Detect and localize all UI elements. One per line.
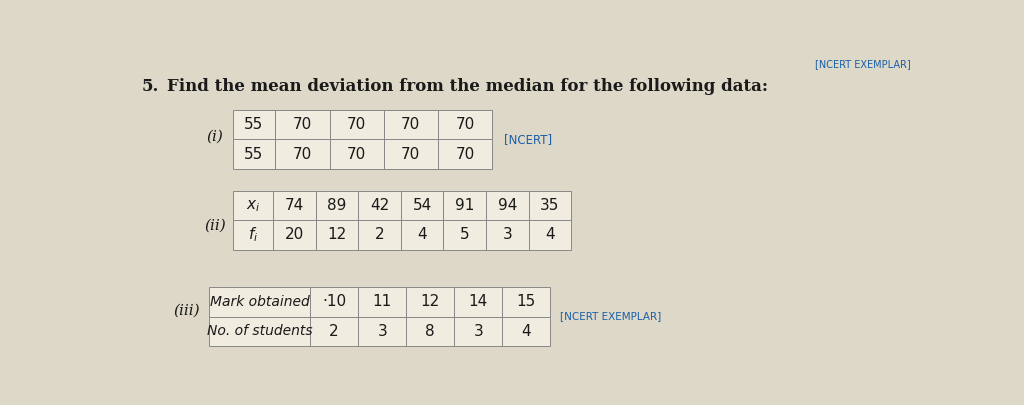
Bar [358,287,407,317]
Text: 14: 14 [469,294,487,309]
Text: 70: 70 [293,117,312,132]
Bar [209,317,310,346]
Text: 70: 70 [456,147,475,162]
Bar [310,287,358,317]
Bar [400,220,443,249]
Bar [273,220,315,249]
Bar [384,110,438,139]
Bar [528,220,571,249]
Text: 89: 89 [328,198,346,213]
Text: 4: 4 [545,228,555,243]
Text: 94: 94 [498,198,517,213]
Bar [486,220,528,249]
Text: 70: 70 [401,117,421,132]
Text: 70: 70 [401,147,421,162]
Text: [NCERT EXEMPLAR]: [NCERT EXEMPLAR] [815,60,910,69]
Text: 5: 5 [460,228,470,243]
Bar [438,110,493,139]
Text: 11: 11 [373,294,392,309]
Bar [384,139,438,169]
Text: 3: 3 [473,324,483,339]
Bar [232,139,275,169]
Bar [407,317,455,346]
Bar [443,191,486,220]
Bar [503,287,550,317]
Bar [455,287,503,317]
Text: (iii): (iii) [173,303,200,318]
Text: 8: 8 [425,324,435,339]
Text: [NCERT EXEMPLAR]: [NCERT EXEMPLAR] [560,311,660,322]
Bar [407,287,455,317]
Text: 2: 2 [375,228,384,243]
Bar [330,110,384,139]
Text: 70: 70 [347,147,367,162]
Text: (ii): (ii) [204,219,225,233]
Text: 55: 55 [245,117,263,132]
Bar [400,191,443,220]
Text: $x_i$: $x_i$ [246,198,260,213]
Text: 55: 55 [245,147,263,162]
Bar [438,139,493,169]
Bar [455,317,503,346]
Text: (i): (i) [207,130,223,144]
Text: 91: 91 [455,198,474,213]
Bar [315,191,358,220]
Bar [330,139,384,169]
Bar [503,317,550,346]
Bar [273,191,315,220]
Bar [486,191,528,220]
Bar [209,287,310,317]
Bar [358,317,407,346]
Text: 3: 3 [377,324,387,339]
Text: 70: 70 [293,147,312,162]
Text: [NCERT]: [NCERT] [504,133,552,146]
Bar [232,110,275,139]
Text: 2: 2 [330,324,339,339]
Text: 70: 70 [456,117,475,132]
Text: No. of students: No. of students [207,324,312,338]
Text: 20: 20 [285,228,304,243]
Text: 5.: 5. [142,78,160,95]
Text: 74: 74 [285,198,304,213]
Bar [358,191,400,220]
Text: Find the mean deviation from the median for the following data:: Find the mean deviation from the median … [167,78,768,95]
Text: ·10: ·10 [323,294,346,309]
Bar [275,110,330,139]
Text: 54: 54 [413,198,432,213]
Text: 35: 35 [541,198,560,213]
Text: 42: 42 [370,198,389,213]
Bar [443,220,486,249]
Text: 3: 3 [503,228,512,243]
Bar [528,191,571,220]
Text: $f_i$: $f_i$ [248,226,258,244]
Text: 4: 4 [521,324,531,339]
Text: 15: 15 [517,294,536,309]
Text: 4: 4 [418,228,427,243]
Bar [232,220,273,249]
Bar [232,191,273,220]
Text: 12: 12 [421,294,440,309]
Bar [315,220,358,249]
Bar [275,139,330,169]
Text: 12: 12 [328,228,346,243]
Bar [358,220,400,249]
Text: Mark obtained: Mark obtained [210,295,309,309]
Bar [310,317,358,346]
Text: 70: 70 [347,117,367,132]
